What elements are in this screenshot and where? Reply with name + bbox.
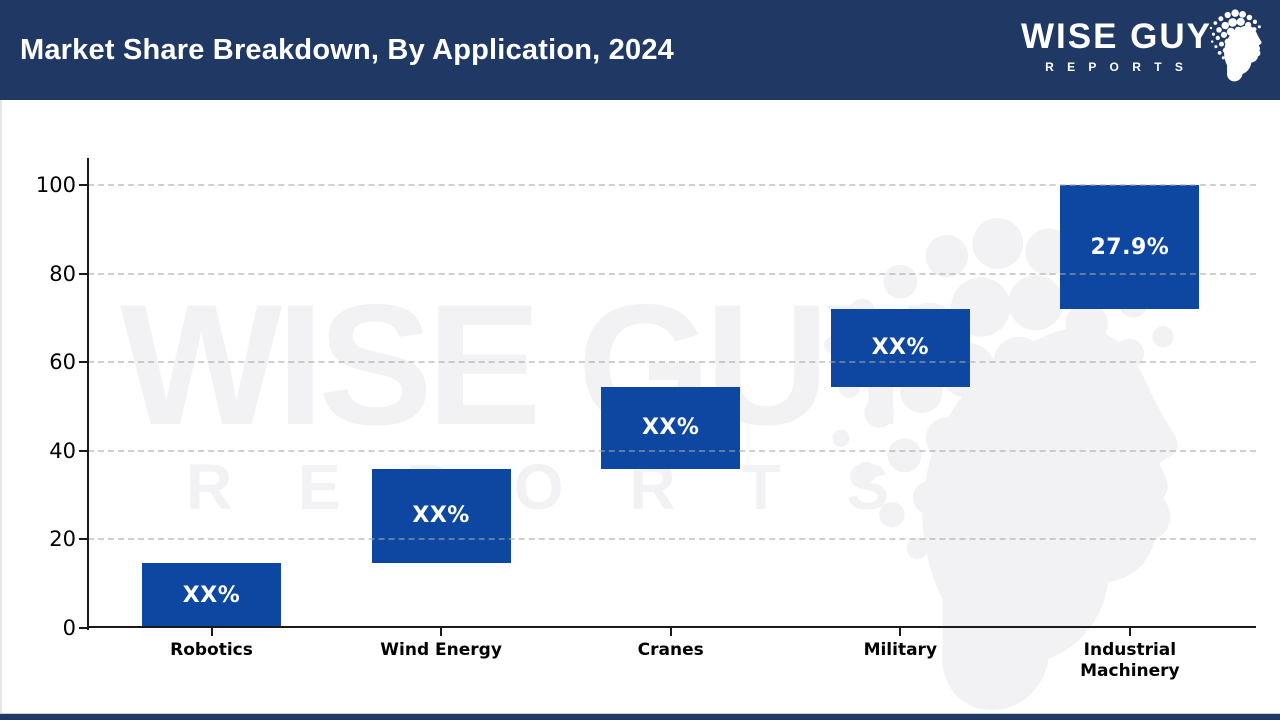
y-tick-mark bbox=[79, 184, 87, 186]
bar-wind-energy: XX% bbox=[371, 468, 511, 564]
watermark-text-reports: R E P O R T S bbox=[186, 451, 913, 523]
bar-value-label: XX% bbox=[641, 415, 700, 441]
y-tick-mark bbox=[79, 272, 87, 275]
bar-value-label: XX% bbox=[182, 583, 241, 609]
watermark-text-wise-guy: WISE GUY bbox=[120, 269, 938, 461]
x-tick-label-wind-energy: Wind Energy bbox=[380, 640, 502, 660]
y-tick-mark bbox=[79, 627, 87, 629]
y-tick-label: 40 bbox=[49, 438, 76, 463]
y-tick-label: 20 bbox=[49, 527, 76, 552]
y-tick-mark bbox=[79, 449, 87, 452]
bar-value-label: XX% bbox=[871, 335, 930, 361]
bar-cranes: XX% bbox=[601, 386, 741, 469]
brand-logo-line2: R E P O R T S bbox=[1045, 59, 1188, 74]
x-tick-label-industrial-machinery: Industrial Machinery bbox=[1080, 640, 1180, 681]
x-tick-mark bbox=[669, 628, 672, 636]
y-tick-label: 100 bbox=[35, 173, 76, 197]
footer-divider bbox=[0, 713, 1280, 714]
x-tick-mark bbox=[440, 628, 443, 636]
y-tick-mark bbox=[79, 538, 87, 541]
bar-robotics: XX% bbox=[142, 563, 281, 628]
bar-value-label: XX% bbox=[412, 503, 470, 529]
brand-logo-face-icon bbox=[1206, 6, 1268, 86]
y-axis-line bbox=[87, 158, 89, 630]
page-title: Market Share Breakdown, By Application, … bbox=[20, 33, 674, 66]
x-tick-label-robotics: Robotics bbox=[170, 640, 253, 660]
bar-value-label: 27.9% bbox=[1090, 234, 1170, 260]
left-edge-divider bbox=[0, 100, 2, 713]
header: Market Share Breakdown, By Application, … bbox=[0, 0, 1280, 100]
brand-logo: WISE GUY R E P O R T S bbox=[1021, 6, 1268, 86]
brand-logo-text: WISE GUY R E P O R T S bbox=[1021, 17, 1212, 76]
x-axis-line bbox=[87, 626, 1256, 628]
x-tick-mark bbox=[210, 628, 213, 636]
y-tick-label: 0 bbox=[62, 616, 76, 640]
y-tick-label: 80 bbox=[49, 261, 76, 286]
y-tick-label: 60 bbox=[49, 350, 76, 375]
x-tick-mark bbox=[1128, 628, 1131, 636]
x-tick-mark bbox=[899, 628, 902, 636]
x-tick-label-cranes: Cranes bbox=[637, 640, 704, 660]
bar-industrial-machinery: 27.9% bbox=[1060, 185, 1200, 310]
footer-bar bbox=[0, 714, 1280, 720]
y-tick-mark bbox=[79, 361, 87, 364]
x-tick-label-military: Military bbox=[863, 640, 938, 660]
bar-military: XX% bbox=[830, 309, 970, 387]
brand-logo-line1: WISE GUY bbox=[1020, 16, 1212, 56]
